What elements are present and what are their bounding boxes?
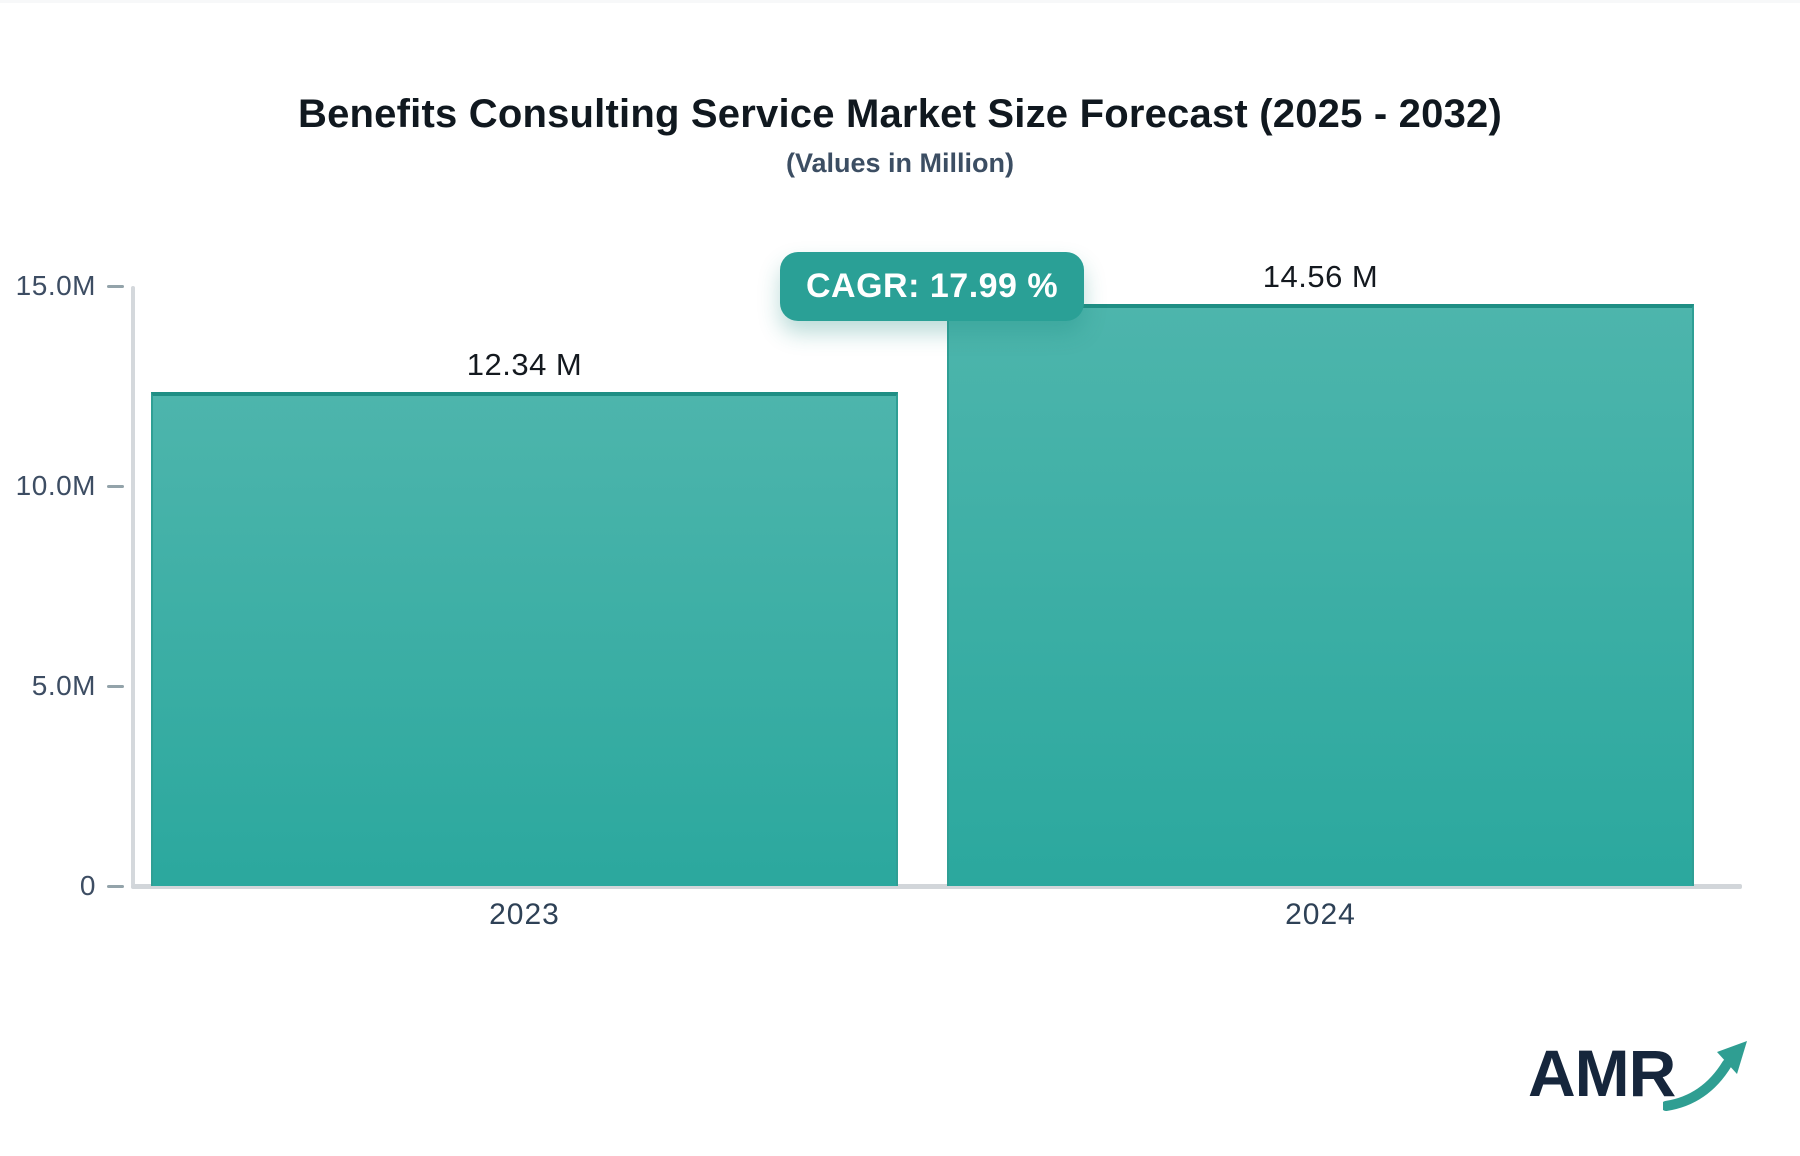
chart-subtitle: (Values in Million) [785,148,1015,178]
bar-group-2023: 12.34 M [151,347,898,886]
y-tick-mark [107,684,124,688]
x-axis-label-2024: 2024 [1285,898,1356,931]
y-tick-5m: 5.0M [0,670,148,702]
bar-group-2024: 14.56 M [947,259,1694,886]
y-tick-10m: 10.0M [0,470,148,502]
y-tick-15m: 15.0M [0,270,148,302]
y-axis-line [131,286,135,886]
growth-arrow-icon [1663,1041,1748,1111]
bar-value-label-2023: 12.34 M [466,347,583,383]
cagr-badge: CAGR: 17.99 % [780,252,1085,321]
y-tick-label: 10.0M [15,470,96,501]
y-tick-mark [107,884,124,888]
y-tick-0: 0 [0,870,148,902]
bar-2024 [947,303,1694,886]
y-tick-label: 15.0M [15,270,96,301]
amr-logo: AMR [1528,1032,1751,1114]
y-tick-label: 5.0M [31,670,96,701]
bar-value-label-2024: 14.56 M [1262,258,1379,294]
y-tick-mark [107,484,124,488]
x-axis-label-2023: 2023 [489,898,560,931]
chart-title: Benefits Consulting Service Market Size … [298,92,1502,136]
bar-2023 [151,392,898,886]
y-tick-mark [107,284,124,288]
y-tick-label: 0 [79,870,96,901]
x-axis-line [131,884,1742,889]
amr-logo-text: AMR [1528,1036,1676,1110]
